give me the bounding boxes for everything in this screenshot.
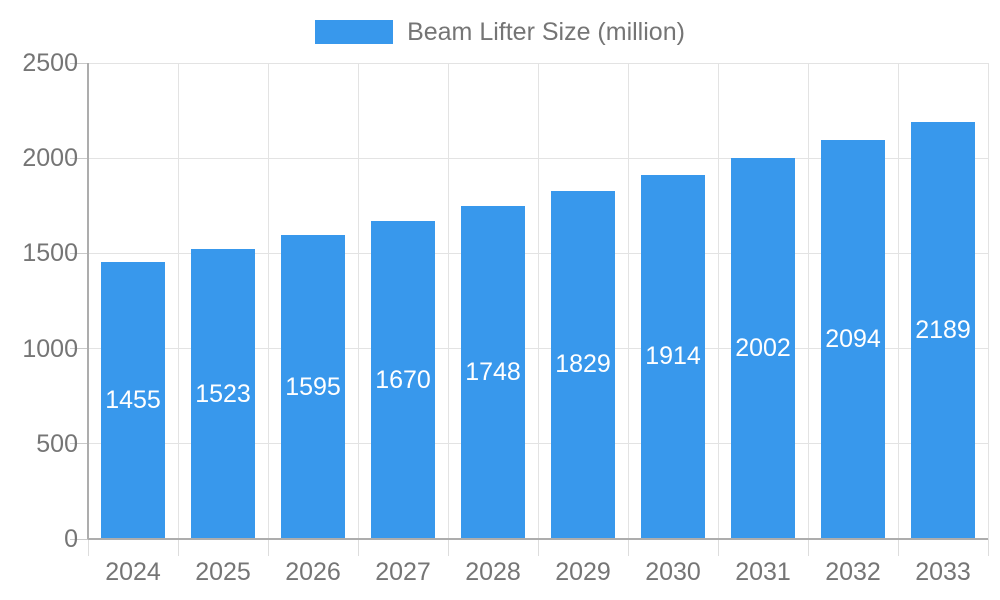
x-tick-label: 2026 — [285, 558, 341, 586]
bar-value-label: 1455 — [105, 385, 161, 414]
legend-label: Beam Lifter Size (million) — [407, 17, 685, 46]
x-tick-label: 2024 — [105, 558, 161, 586]
y-tick — [70, 157, 88, 159]
v-gridline — [537, 63, 539, 539]
v-gridline — [807, 63, 809, 539]
y-tick-label: 1500 — [22, 239, 78, 268]
x-tick — [717, 539, 719, 556]
bar: 2002 — [731, 157, 795, 539]
y-axis-line — [87, 63, 89, 539]
x-tick-label: 2025 — [195, 558, 251, 586]
legend: Beam Lifter Size (million) — [0, 14, 1000, 50]
x-tick — [627, 539, 629, 556]
v-gridline — [717, 63, 719, 539]
bar-value-label: 1523 — [195, 379, 251, 408]
v-gridline — [267, 63, 269, 539]
x-tick — [267, 539, 269, 556]
y-tick-label: 0 — [64, 525, 78, 553]
x-tick — [807, 539, 809, 556]
x-tick — [177, 539, 179, 556]
bar: 1914 — [641, 174, 705, 539]
y-tick — [70, 348, 88, 350]
bar-value-label: 2094 — [825, 325, 881, 354]
x-tick-label: 2030 — [645, 558, 701, 586]
y-tick-label: 2500 — [22, 49, 78, 77]
y-tick — [70, 252, 88, 254]
bar-value-label: 1829 — [555, 350, 611, 379]
bar: 1670 — [371, 221, 435, 539]
x-tick-label: 2033 — [915, 558, 971, 586]
x-tick — [357, 539, 359, 556]
legend-swatch — [315, 20, 394, 44]
y-tick-label: 2000 — [22, 144, 78, 173]
x-tick — [87, 539, 89, 556]
y-tick — [70, 62, 88, 64]
x-tick — [537, 539, 539, 556]
bar: 1748 — [461, 206, 525, 539]
bar-value-label: 2189 — [915, 316, 971, 345]
v-gridline — [627, 63, 629, 539]
x-tick-label: 2031 — [735, 558, 791, 586]
y-tick — [70, 443, 88, 445]
v-gridline — [177, 63, 179, 539]
bar-value-label: 1670 — [375, 365, 431, 394]
bar: 1829 — [551, 190, 615, 539]
x-tick — [897, 539, 899, 556]
y-tick-label: 1000 — [22, 334, 78, 363]
bar-value-label: 2002 — [735, 333, 791, 362]
bar-value-label: 1748 — [465, 358, 521, 387]
x-tick-label: 2028 — [465, 558, 521, 586]
x-tick-label: 2029 — [555, 558, 611, 586]
bar-value-label: 1595 — [285, 372, 341, 401]
bar: 1523 — [191, 249, 255, 539]
x-tick-label: 2027 — [375, 558, 431, 586]
bar: 2094 — [821, 140, 885, 539]
bar: 1595 — [281, 235, 345, 539]
x-tick-label: 2032 — [825, 558, 881, 586]
x-tick — [447, 539, 449, 556]
v-gridline — [447, 63, 449, 539]
x-axis-line — [88, 538, 988, 540]
bar-value-label: 1914 — [645, 342, 701, 371]
x-tick — [987, 539, 989, 556]
v-gridline — [357, 63, 359, 539]
bar: 1455 — [101, 261, 165, 539]
v-gridline — [987, 63, 989, 539]
v-gridline — [897, 63, 899, 539]
bar: 2189 — [911, 122, 975, 539]
y-tick-label: 500 — [36, 429, 78, 458]
y-tick — [70, 538, 88, 540]
